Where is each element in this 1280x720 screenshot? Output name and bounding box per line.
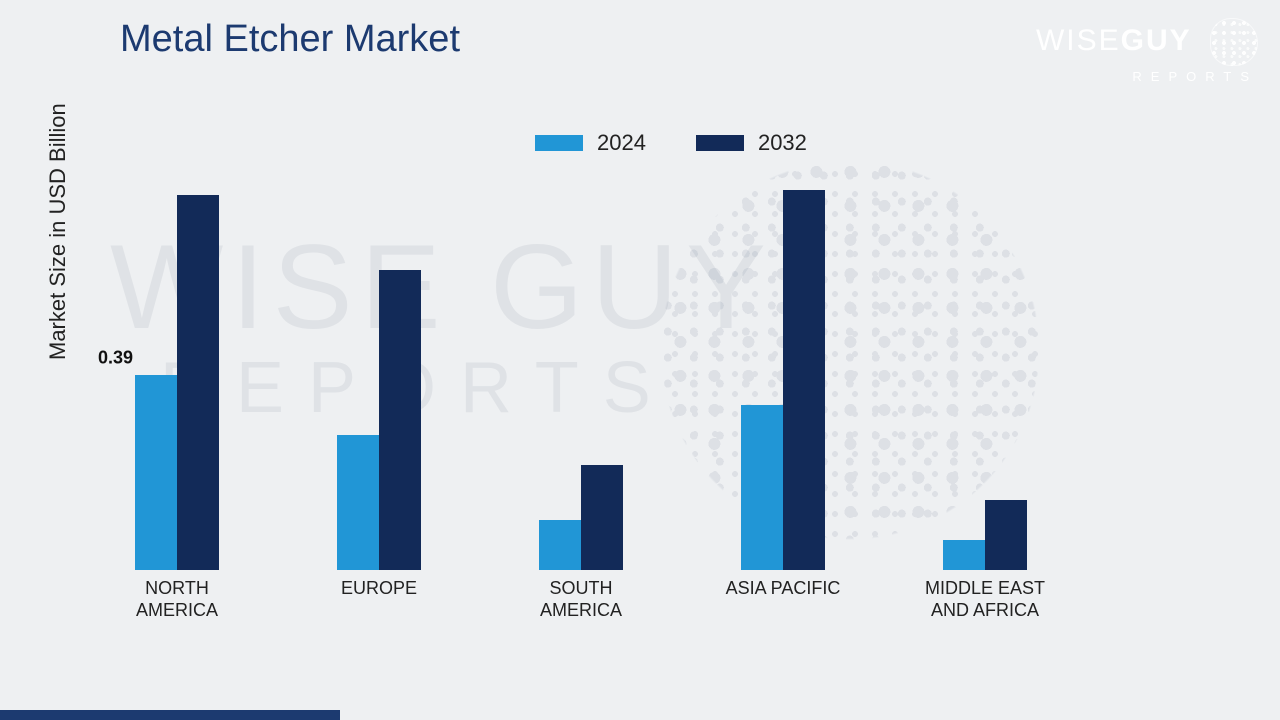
- legend-item: 2032: [696, 130, 807, 156]
- bar-group: [943, 500, 1027, 570]
- legend-item: 2024: [535, 130, 646, 156]
- category-label: SOUTH AMERICA: [511, 578, 651, 621]
- page-title: Metal Etcher Market: [120, 18, 460, 61]
- bar: [379, 270, 421, 570]
- footer-accent-bar: [0, 710, 340, 720]
- category-label: EUROPE: [309, 578, 449, 600]
- category-label: MIDDLE EAST AND AFRICA: [915, 578, 1055, 621]
- bar: [581, 465, 623, 570]
- bar-group: [135, 195, 219, 570]
- logo-subline: REPORTS: [1036, 70, 1258, 83]
- bar: [177, 195, 219, 570]
- bar: [741, 405, 783, 570]
- bar: [337, 435, 379, 570]
- category-label: ASIA PACIFIC: [713, 578, 853, 600]
- plot-area: 0.39NORTH AMERICAEUROPESOUTH AMERICAASIA…: [105, 170, 955, 570]
- bar: [539, 520, 581, 570]
- logo-head-icon: [1210, 18, 1258, 66]
- y-axis-label: Market Size in USD Billion: [45, 103, 71, 360]
- bar-group: [539, 465, 623, 570]
- bar-value-label: 0.39: [98, 348, 133, 369]
- bar-group: [337, 270, 421, 570]
- bar: [135, 375, 177, 570]
- legend-swatch-1: [535, 135, 583, 151]
- report-slide: WISEGUY REPORTS Metal Etcher Market WISE…: [0, 0, 1280, 720]
- logo-word-2: GUY: [1121, 24, 1192, 57]
- chart-legend: 2024 2032: [535, 130, 807, 156]
- category-label: NORTH AMERICA: [107, 578, 247, 621]
- legend-label: 2032: [758, 130, 807, 156]
- logo-word-1: WISE: [1036, 24, 1121, 57]
- brand-logo: WISEGUY REPORTS: [1036, 18, 1258, 83]
- bar-chart: Market Size in USD Billion 2024 2032 0.3…: [55, 160, 955, 700]
- bar: [985, 500, 1027, 570]
- bar: [783, 190, 825, 570]
- bar-group: [741, 190, 825, 570]
- legend-label: 2024: [597, 130, 646, 156]
- legend-swatch-2: [696, 135, 744, 151]
- bar: [943, 540, 985, 570]
